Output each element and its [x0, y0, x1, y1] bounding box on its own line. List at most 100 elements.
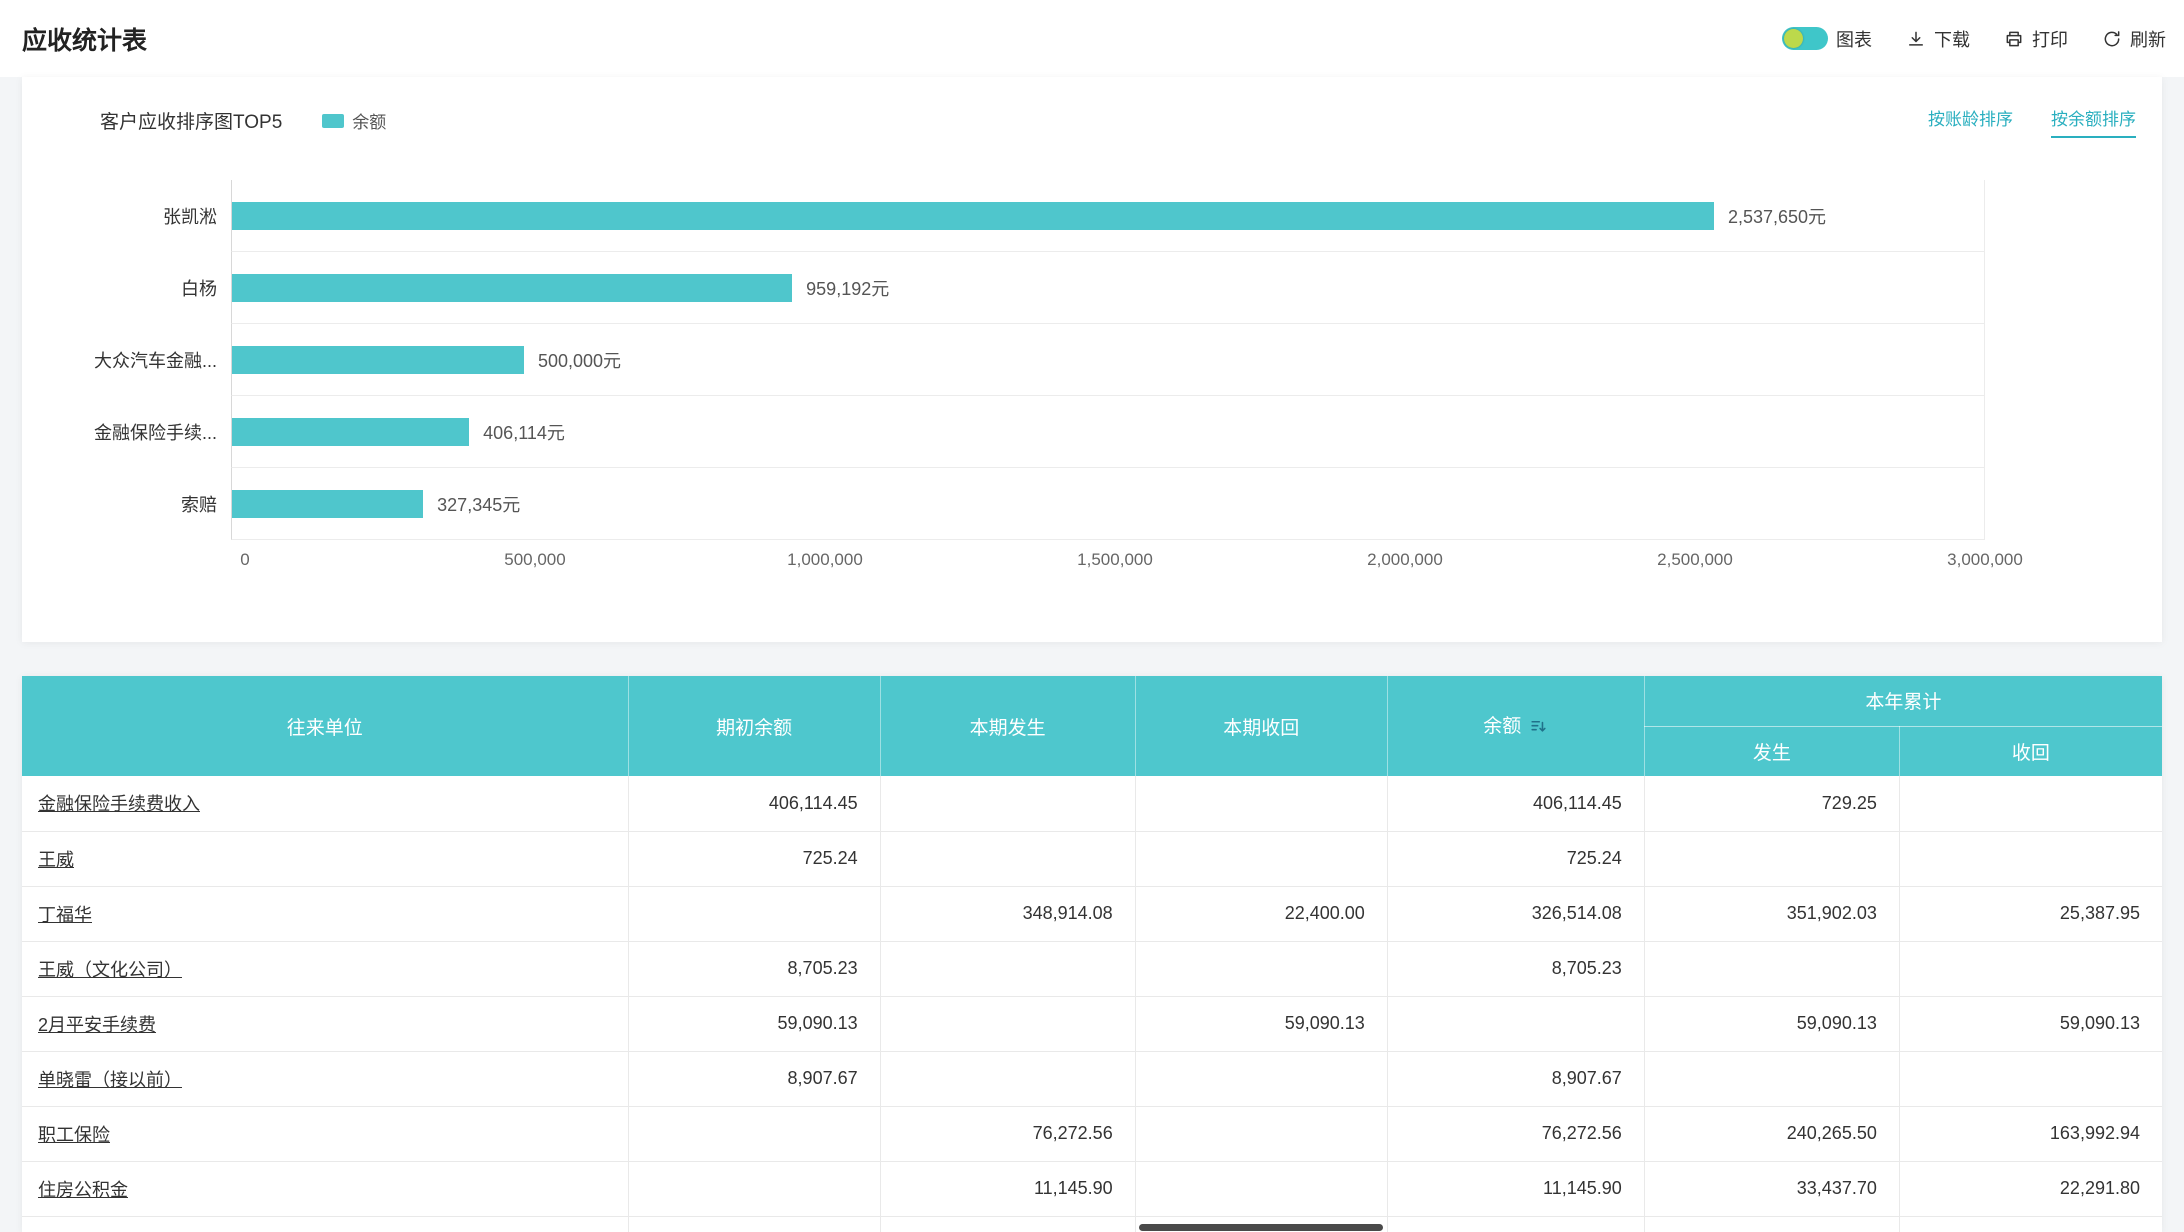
col-header-current-recovered: 本期收回 [1134, 676, 1388, 776]
unit-link[interactable]: 王威（文化公司） [38, 959, 182, 980]
cell-balance: 406,114.45 [1386, 776, 1645, 832]
cell-unit: 金融保险手续费收入 [22, 776, 629, 832]
cell-beginning-balance: 725.24 [627, 831, 881, 887]
cell-balance: 8,907.67 [1386, 1051, 1645, 1107]
table-row: 王威 725.24 725.24 [22, 831, 2162, 887]
x-tick-label: 3,000,000 [1947, 550, 2023, 569]
category-label: 金融保险手续... [93, 423, 217, 443]
cell-balance: 76,272.56 [1386, 1106, 1645, 1162]
cell-current-recovered [1134, 941, 1388, 997]
table-row: 职工保险 76,272.56 76,272.56 240,265.50 163,992.… [22, 1106, 2162, 1162]
x-tick-label: 500,000 [504, 550, 566, 569]
legend-label: 余额 [352, 113, 387, 132]
cell-year-recovered: 25,387.95 [1898, 886, 2162, 942]
category-label: 白杨 [181, 279, 217, 299]
table-row: 2月平安手续费 59,090.13 59,090.13 59,090.13 59,090… [22, 996, 2162, 1052]
cell-year-occurred: 729.25 [1643, 776, 1900, 832]
cell-balance: 326,514.08 [1386, 886, 1645, 942]
cell-current-recovered: 22,400.00 [1134, 886, 1388, 942]
bar-value-label: 2,537,650元 [1727, 206, 1827, 227]
x-tick-label: 2,000,000 [1367, 550, 1443, 569]
cell-unit: 住房公积金 [22, 1161, 629, 1217]
cell-beginning-balance [627, 886, 881, 942]
bar[interactable] [232, 489, 424, 518]
bar-value-label: 406,114元 [483, 422, 565, 443]
x-tick-label: 1,500,000 [1077, 550, 1153, 569]
sort-descending-icon[interactable] [1529, 720, 1548, 741]
chart-row: 索赔 327,345元 [22, 468, 1985, 540]
col-header-unit: 往来单位 [22, 676, 629, 776]
bar-value-label: 959,192元 [806, 278, 890, 299]
cell-current-recovered [1134, 831, 1388, 887]
chart-row: 金融保险手续... 406,114元 [22, 396, 1985, 468]
x-tick-label: 2,500,000 [1657, 550, 1733, 569]
cell-year-occurred [1643, 941, 1900, 997]
cell-beginning-balance [627, 1161, 881, 1217]
bar[interactable] [232, 345, 524, 374]
cell-unit: 单晓雷（接以前） [22, 1051, 629, 1107]
cell-current-recovered [1134, 1161, 1388, 1217]
chart-row: 白杨 959,192元 [22, 252, 1985, 324]
cell-year-recovered [1898, 1051, 2162, 1107]
refresh-label: 刷新 [2130, 29, 2166, 50]
unit-link[interactable]: 丁福华 [38, 904, 92, 925]
cell-empty [1643, 1216, 1900, 1232]
cell-beginning-balance: 8,907.67 [627, 1051, 881, 1107]
cell-year-occurred [1643, 831, 1900, 887]
chart-toggle[interactable] [1782, 27, 1828, 50]
cell-current-recovered: 59,090.13 [1134, 996, 1388, 1052]
sort-by-aging-tab[interactable]: 按账龄排序 [1928, 110, 2013, 129]
table-body: 金融保险手续费收入 406,114.45 406,114.45 729.25 王威 725… [22, 776, 2162, 1232]
unit-link[interactable]: 单晓雷（接以前） [38, 1069, 182, 1090]
toolbar: 图表 下载 打印 刷新 [1782, 26, 2166, 52]
col-header-year-total: 本年累计 [1643, 676, 2162, 727]
cell-unit: 王威（文化公司） [22, 941, 629, 997]
cell-current-occurred [879, 1051, 1136, 1107]
legend-swatch-icon [322, 113, 345, 128]
print-label: 打印 [2032, 29, 2068, 50]
cell-balance: 11,145.90 [1386, 1161, 1645, 1217]
category-label: 索赔 [181, 495, 217, 515]
chart-toggle-group[interactable]: 图表 [1782, 26, 1872, 52]
bar[interactable] [232, 201, 1714, 230]
chart-band: 2,537,650元 [231, 180, 1985, 252]
chart-band: 327,345元 [231, 468, 1985, 540]
bar[interactable] [232, 273, 793, 302]
col-header-balance-sort[interactable]: 余额 [1386, 676, 1645, 776]
cell-balance [1386, 996, 1645, 1052]
chart-card-header: 客户应收排序图TOP5 余额 [22, 77, 2162, 134]
download-button[interactable]: 下载 [1906, 26, 1970, 52]
chart-title: 客户应收排序图TOP5 [100, 112, 283, 133]
print-button[interactable]: 打印 [2004, 26, 2068, 52]
cell-beginning-balance: 59,090.13 [627, 996, 881, 1052]
cell-current-occurred [879, 776, 1136, 832]
chart-toggle-label: 图表 [1836, 29, 1872, 50]
cell-current-occurred: 76,272.56 [879, 1106, 1136, 1162]
col-header-beginning-balance: 期初余额 [627, 676, 881, 776]
x-tick-label: 0 [240, 550, 250, 569]
download-icon [1906, 29, 1926, 49]
table-row [22, 1216, 2162, 1232]
receivables-table: 往来单位 期初余额 本期发生 本期收回 余额 本年累计 发生 收回 金融保险手续… [22, 676, 2162, 1232]
refresh-button[interactable]: 刷新 [2102, 26, 2166, 52]
sort-by-balance-tab[interactable]: 按余额排序 [2051, 105, 2136, 138]
unit-link[interactable]: 金融保险手续费收入 [38, 794, 200, 815]
cell-empty [22, 1216, 629, 1232]
cell-current-occurred [879, 941, 1136, 997]
cell-year-recovered [1898, 941, 2162, 997]
cell-empty [1898, 1216, 2162, 1232]
unit-link[interactable]: 职工保险 [38, 1124, 110, 1145]
unit-link[interactable]: 王威 [38, 849, 74, 870]
cell-empty [627, 1216, 881, 1232]
bar[interactable] [232, 417, 470, 446]
cell-year-recovered: 59,090.13 [1898, 996, 2162, 1052]
cell-unit: 职工保险 [22, 1106, 629, 1162]
chart-band: 406,114元 [231, 396, 1985, 468]
cell-year-occurred: 240,265.50 [1643, 1106, 1900, 1162]
category-label: 大众汽车金融... [93, 351, 217, 371]
refresh-icon [2102, 29, 2122, 49]
chart-row: 张凯淞 2,537,650元 [22, 180, 1985, 252]
unit-link[interactable]: 2月平安手续费 [38, 1014, 157, 1035]
unit-link[interactable]: 住房公积金 [38, 1179, 128, 1200]
horizontal-scrollbar-thumb[interactable] [1139, 1224, 1383, 1231]
